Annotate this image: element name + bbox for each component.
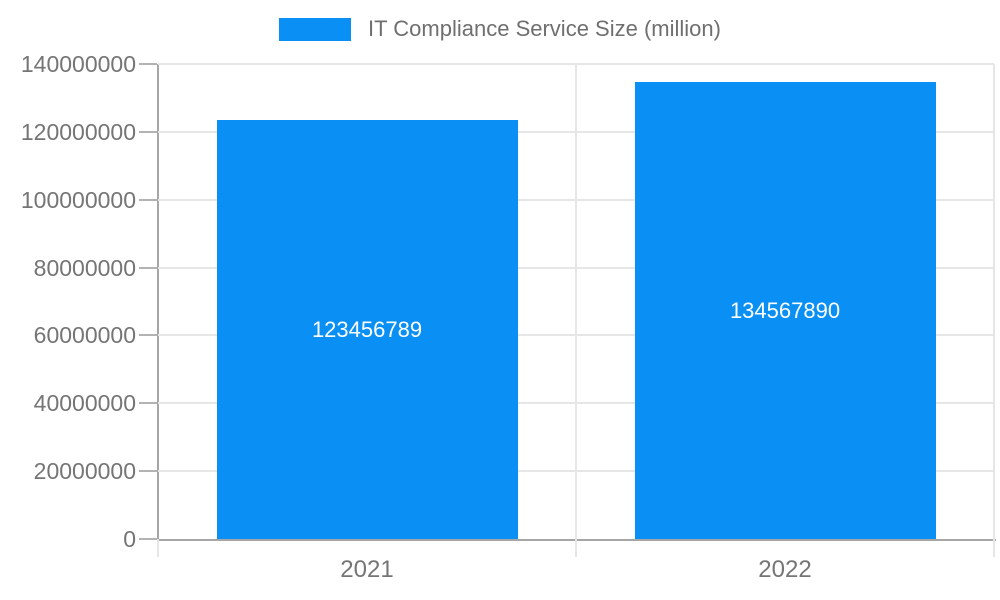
y-tick-mark xyxy=(139,470,157,472)
bar-2022 xyxy=(635,82,936,539)
x-axis-label: 2022 xyxy=(758,556,812,583)
y-tick-mark xyxy=(139,63,157,65)
chart-legend: IT Compliance Service Size (million) xyxy=(0,16,1000,42)
x-axis-label: 2021 xyxy=(340,556,394,583)
y-tick-mark xyxy=(139,199,157,201)
y-axis-label: 120000000 xyxy=(20,119,136,145)
plot-right-border xyxy=(993,64,995,539)
y-tick-mark xyxy=(139,267,157,269)
y-tick-mark xyxy=(139,402,157,404)
y-axis-label: 60000000 xyxy=(33,322,136,348)
y-axis-label: 40000000 xyxy=(33,390,136,416)
bar-value-label: 134567890 xyxy=(729,298,841,323)
legend-swatch xyxy=(279,17,352,41)
y-axis-label: 80000000 xyxy=(33,255,136,281)
bar-2021 xyxy=(217,120,518,539)
y-axis-label: 20000000 xyxy=(33,458,136,484)
y-tick-mark xyxy=(139,334,157,336)
y-axis-label: 100000000 xyxy=(20,187,136,213)
category-divider-gridline xyxy=(575,64,577,539)
y-tick-mark xyxy=(139,131,157,133)
y-axis-label: 140000000 xyxy=(20,51,136,77)
legend-label: IT Compliance Service Size (million) xyxy=(368,16,721,41)
y-axis-label: 0 xyxy=(123,526,136,552)
x-tick-mark xyxy=(993,539,995,557)
bar-value-label: 123456789 xyxy=(311,317,423,342)
x-tick-mark xyxy=(575,539,577,557)
y-tick-mark xyxy=(139,538,157,540)
x-tick-mark xyxy=(157,539,159,557)
